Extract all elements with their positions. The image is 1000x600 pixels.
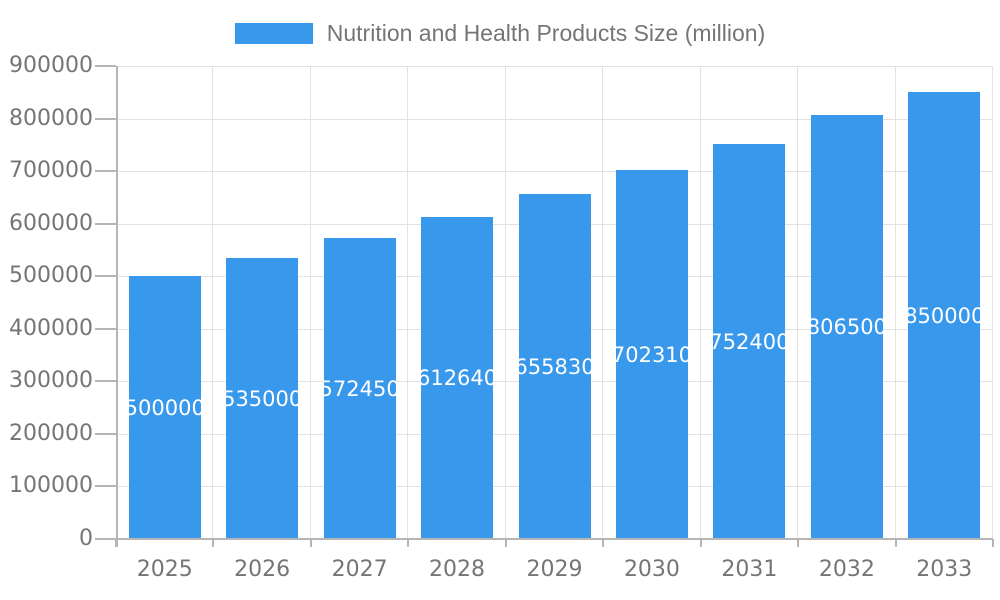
y-tick-label: 200000 xyxy=(9,420,93,446)
x-tick-label: 2026 xyxy=(234,557,291,582)
x-tick-mark xyxy=(894,539,897,547)
bar-value-label: 572450 xyxy=(323,376,396,401)
y-tick-mark xyxy=(95,538,116,540)
bar[interactable]: 572450 xyxy=(323,238,396,539)
y-tick-mark xyxy=(95,485,116,488)
x-tick-label: 2030 xyxy=(623,557,680,582)
bar-value-label: 850000 xyxy=(908,303,981,328)
x-tick-mark xyxy=(992,539,994,547)
y-tick-mark xyxy=(95,275,116,278)
x-tick-mark xyxy=(797,539,800,547)
bar[interactable]: 612640 xyxy=(421,217,494,539)
x-tick-label: 2032 xyxy=(818,557,875,582)
y-tick-mark xyxy=(95,327,116,330)
bar[interactable]: 500000 xyxy=(128,276,201,539)
gridline-x xyxy=(504,66,506,539)
bar-value-label: 752400 xyxy=(713,329,786,354)
x-tick-label: 2031 xyxy=(721,557,778,582)
gridline-x xyxy=(407,66,409,539)
gridline-x xyxy=(309,66,311,539)
x-axis-line xyxy=(116,538,993,540)
x-tick-mark xyxy=(602,539,605,547)
y-tick-label: 700000 xyxy=(9,158,93,184)
legend-label: Nutrition and Health Products Size (mill… xyxy=(326,19,766,46)
x-tick-mark xyxy=(407,539,410,547)
y-tick-mark xyxy=(95,65,116,67)
gridline-y xyxy=(116,171,993,173)
x-tick-label: 2025 xyxy=(136,557,193,582)
gridline-y xyxy=(116,118,993,120)
gridline-x xyxy=(699,66,701,539)
x-tick-mark xyxy=(699,539,702,547)
legend-swatch-icon xyxy=(234,22,313,44)
x-tick-label: 2033 xyxy=(916,557,973,582)
x-tick-label: 2028 xyxy=(429,557,486,582)
y-tick-mark xyxy=(95,222,116,225)
y-tick-mark xyxy=(95,117,116,120)
y-tick-label: 500000 xyxy=(9,263,93,289)
y-tick-label: 600000 xyxy=(9,210,93,236)
gridline-x xyxy=(797,66,799,539)
bar-value-label: 535000 xyxy=(226,386,299,411)
bar[interactable]: 535000 xyxy=(226,258,299,539)
gridline-x xyxy=(212,66,214,539)
plot-area: 500000 535000 572450 612640 655830 702310 7524… xyxy=(116,66,993,539)
gridline-x xyxy=(894,66,896,539)
x-tick-label: 2027 xyxy=(331,557,388,582)
y-tick-label: 100000 xyxy=(9,473,93,499)
bar-value-label: 655830 xyxy=(518,354,591,379)
y-tick-mark xyxy=(95,432,116,435)
bar-value-label: 500000 xyxy=(128,395,201,420)
x-tick-label: 2029 xyxy=(526,557,583,582)
bar[interactable]: 655830 xyxy=(518,194,591,539)
bar[interactable]: 850000 xyxy=(908,92,981,539)
x-tick-mark xyxy=(309,539,312,547)
legend: Nutrition and Health Products Size (mill… xyxy=(0,17,1000,49)
x-tick-mark xyxy=(212,539,215,547)
bar[interactable]: 806500 xyxy=(810,115,883,539)
y-tick-label: 300000 xyxy=(9,368,93,394)
y-tick-label: 400000 xyxy=(9,315,93,341)
bar[interactable]: 752400 xyxy=(713,144,786,539)
y-tick-label: 900000 xyxy=(9,53,93,78)
bar-value-label: 702310 xyxy=(615,342,688,367)
gridline-x xyxy=(992,66,993,539)
gridline-x xyxy=(602,66,604,539)
legend-item[interactable]: Nutrition and Health Products Size (mill… xyxy=(234,19,766,47)
x-tick-mark xyxy=(115,539,117,547)
y-tick-label: 800000 xyxy=(9,105,93,131)
bar[interactable]: 702310 xyxy=(615,170,688,539)
y-axis-line xyxy=(116,66,118,547)
gridline-y xyxy=(116,66,993,67)
y-tick-mark xyxy=(95,170,116,173)
y-tick-label: 0 xyxy=(79,526,93,551)
bar-value-label: 806500 xyxy=(810,315,883,339)
x-tick-mark xyxy=(504,539,507,547)
bar-value-label: 612640 xyxy=(421,366,494,390)
y-tick-mark xyxy=(95,380,116,383)
